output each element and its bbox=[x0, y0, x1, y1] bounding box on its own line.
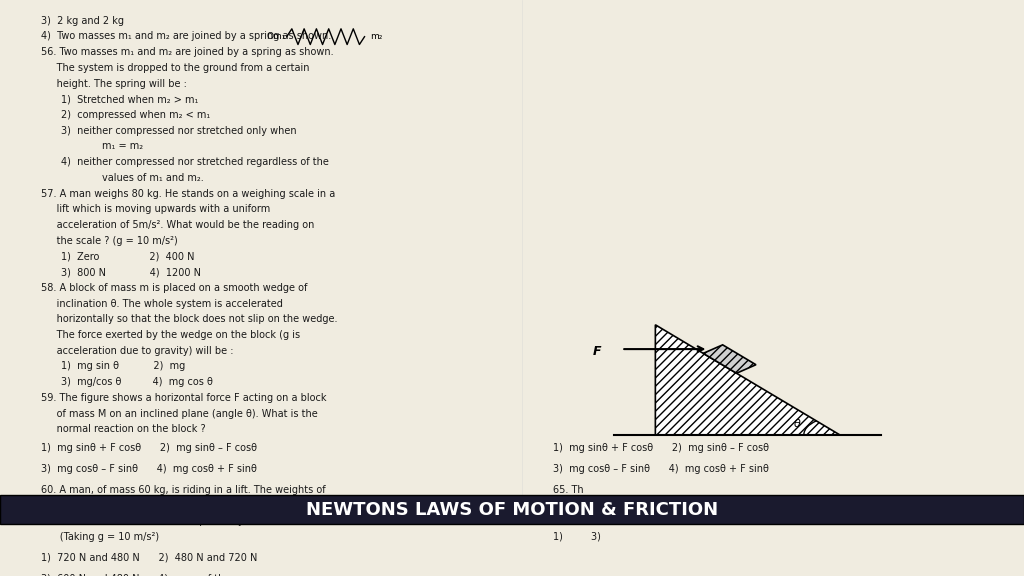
Text: 59. The figure shows a horizontal force F̄ acting on a block: 59. The figure shows a horizontal force … bbox=[41, 393, 327, 403]
Text: normal reaction on the block ?: normal reaction on the block ? bbox=[41, 425, 206, 434]
Text: θ: θ bbox=[794, 419, 801, 429]
Text: 4)  Two masses m₁ and m₂ are joined by a spring as shown.: 4) Two masses m₁ and m₂ are joined by a … bbox=[41, 32, 331, 41]
Text: F: F bbox=[592, 345, 601, 358]
Text: m₁ = m₂: m₁ = m₂ bbox=[102, 142, 143, 151]
Polygon shape bbox=[703, 345, 756, 373]
Text: (Taking g = 10 m/s²): (Taking g = 10 m/s²) bbox=[41, 532, 159, 541]
Text: 1)  mg sinθ + F cosθ      2)  mg sinθ – F cosθ: 1) mg sinθ + F cosθ 2) mg sinθ – F cosθ bbox=[41, 443, 257, 453]
Text: Om₁: Om₁ bbox=[266, 32, 286, 41]
FancyBboxPatch shape bbox=[0, 495, 1024, 524]
Text: 1)  mg sinθ + F cosθ      2)  mg sinθ – F cosθ: 1) mg sinθ + F cosθ 2) mg sinθ – F cosθ bbox=[553, 443, 769, 453]
Text: 3)  2 kg and 2 kg: 3) 2 kg and 2 kg bbox=[41, 16, 124, 26]
Text: 1)  mg sin θ           2)  mg: 1) mg sin θ 2) mg bbox=[61, 362, 185, 372]
Text: a: a bbox=[594, 501, 600, 510]
Text: 1)  Zero                2)  400 N: 1) Zero 2) 400 N bbox=[61, 252, 195, 262]
Text: height. The spring will be :: height. The spring will be : bbox=[41, 78, 186, 89]
Text: 3)  mg/cos θ          4)  mg cos θ: 3) mg/cos θ 4) mg cos θ bbox=[61, 377, 213, 387]
Text: 2)  compressed when m₂ < m₁: 2) compressed when m₂ < m₁ bbox=[61, 110, 211, 120]
Text: The force exerted by the wedge on the block (g is: The force exerted by the wedge on the bl… bbox=[41, 330, 300, 340]
Text: of mass M on an inclined plane (angle θ). What is the: of mass M on an inclined plane (angle θ)… bbox=[41, 408, 317, 419]
Text: lift which is moving upwards with a uniform: lift which is moving upwards with a unif… bbox=[41, 204, 270, 214]
Text: m₂: m₂ bbox=[370, 32, 382, 41]
Text: NEWTONS LAWS OF MOTION & FRICTION: NEWTONS LAWS OF MOTION & FRICTION bbox=[306, 501, 718, 519]
Text: 3)  mg cosθ – F sinθ      4)  mg cosθ + F sinθ: 3) mg cosθ – F sinθ 4) mg cosθ + F sinθ bbox=[553, 464, 769, 473]
Text: 1)         3): 1) 3) bbox=[553, 532, 601, 541]
Text: 3)  800 N              4)  1200 N: 3) 800 N 4) 1200 N bbox=[61, 267, 202, 277]
Text: 58. A block of mass m is placed on a smooth wedge of: 58. A block of mass m is placed on a smo… bbox=[41, 283, 307, 293]
Text: 56. Two masses m₁ and m₂ are joined by a spring as shown.: 56. Two masses m₁ and m₂ are joined by a… bbox=[41, 47, 334, 57]
Text: values of m₁ and m₂.: values of m₁ and m₂. bbox=[102, 173, 204, 183]
Text: horizontally so that the block does not slip on the wedge.: horizontally so that the block does not … bbox=[41, 314, 338, 324]
Text: 4)  neither compressed nor stretched regardless of the: 4) neither compressed nor stretched rega… bbox=[61, 157, 330, 167]
Text: the man, when the lift is accelerating upwards and: the man, when the lift is accelerating u… bbox=[41, 501, 309, 510]
Text: 3)  neither compressed nor stretched only when: 3) neither compressed nor stretched only… bbox=[61, 126, 297, 136]
Text: the scale ? (g = 10 m/s²): the scale ? (g = 10 m/s²) bbox=[41, 236, 178, 246]
Text: inclination θ. The whole system is accelerated: inclination θ. The whole system is accel… bbox=[41, 298, 283, 309]
Text: 60. A man, of mass 60 kg, is riding in a lift. The weights of: 60. A man, of mass 60 kg, is riding in a… bbox=[41, 484, 326, 495]
Text: 1)  Stretched when m₂ > m₁: 1) Stretched when m₂ > m₁ bbox=[61, 94, 199, 104]
Text: 3)  600 N and 480 N      4)  none of these: 3) 600 N and 480 N 4) none of these bbox=[41, 574, 242, 576]
Text: 3)  mg cosθ – F sinθ      4)  mg cosθ + F sinθ: 3) mg cosθ – F sinθ 4) mg cosθ + F sinθ bbox=[41, 464, 257, 473]
Text: 1)  720 N and 480 N      2)  480 N and 720 N: 1) 720 N and 480 N 2) 480 N and 720 N bbox=[41, 553, 257, 563]
Text: The system is dropped to the ground from a certain: The system is dropped to the ground from… bbox=[41, 63, 309, 73]
Text: acceleration of 5m/s². What would be the reading on: acceleration of 5m/s². What would be the… bbox=[41, 220, 314, 230]
Text: 65. Th: 65. Th bbox=[553, 484, 584, 495]
Text: acceleration due to gravity) will be :: acceleration due to gravity) will be : bbox=[41, 346, 233, 356]
Text: 57. A man weighs 80 kg. He stands on a weighing scale in a: 57. A man weighs 80 kg. He stands on a w… bbox=[41, 188, 335, 199]
Text: downwards at 2 m/s² are respectively :: downwards at 2 m/s² are respectively : bbox=[41, 516, 250, 526]
Polygon shape bbox=[655, 325, 840, 435]
Text: ac: ac bbox=[594, 516, 605, 526]
